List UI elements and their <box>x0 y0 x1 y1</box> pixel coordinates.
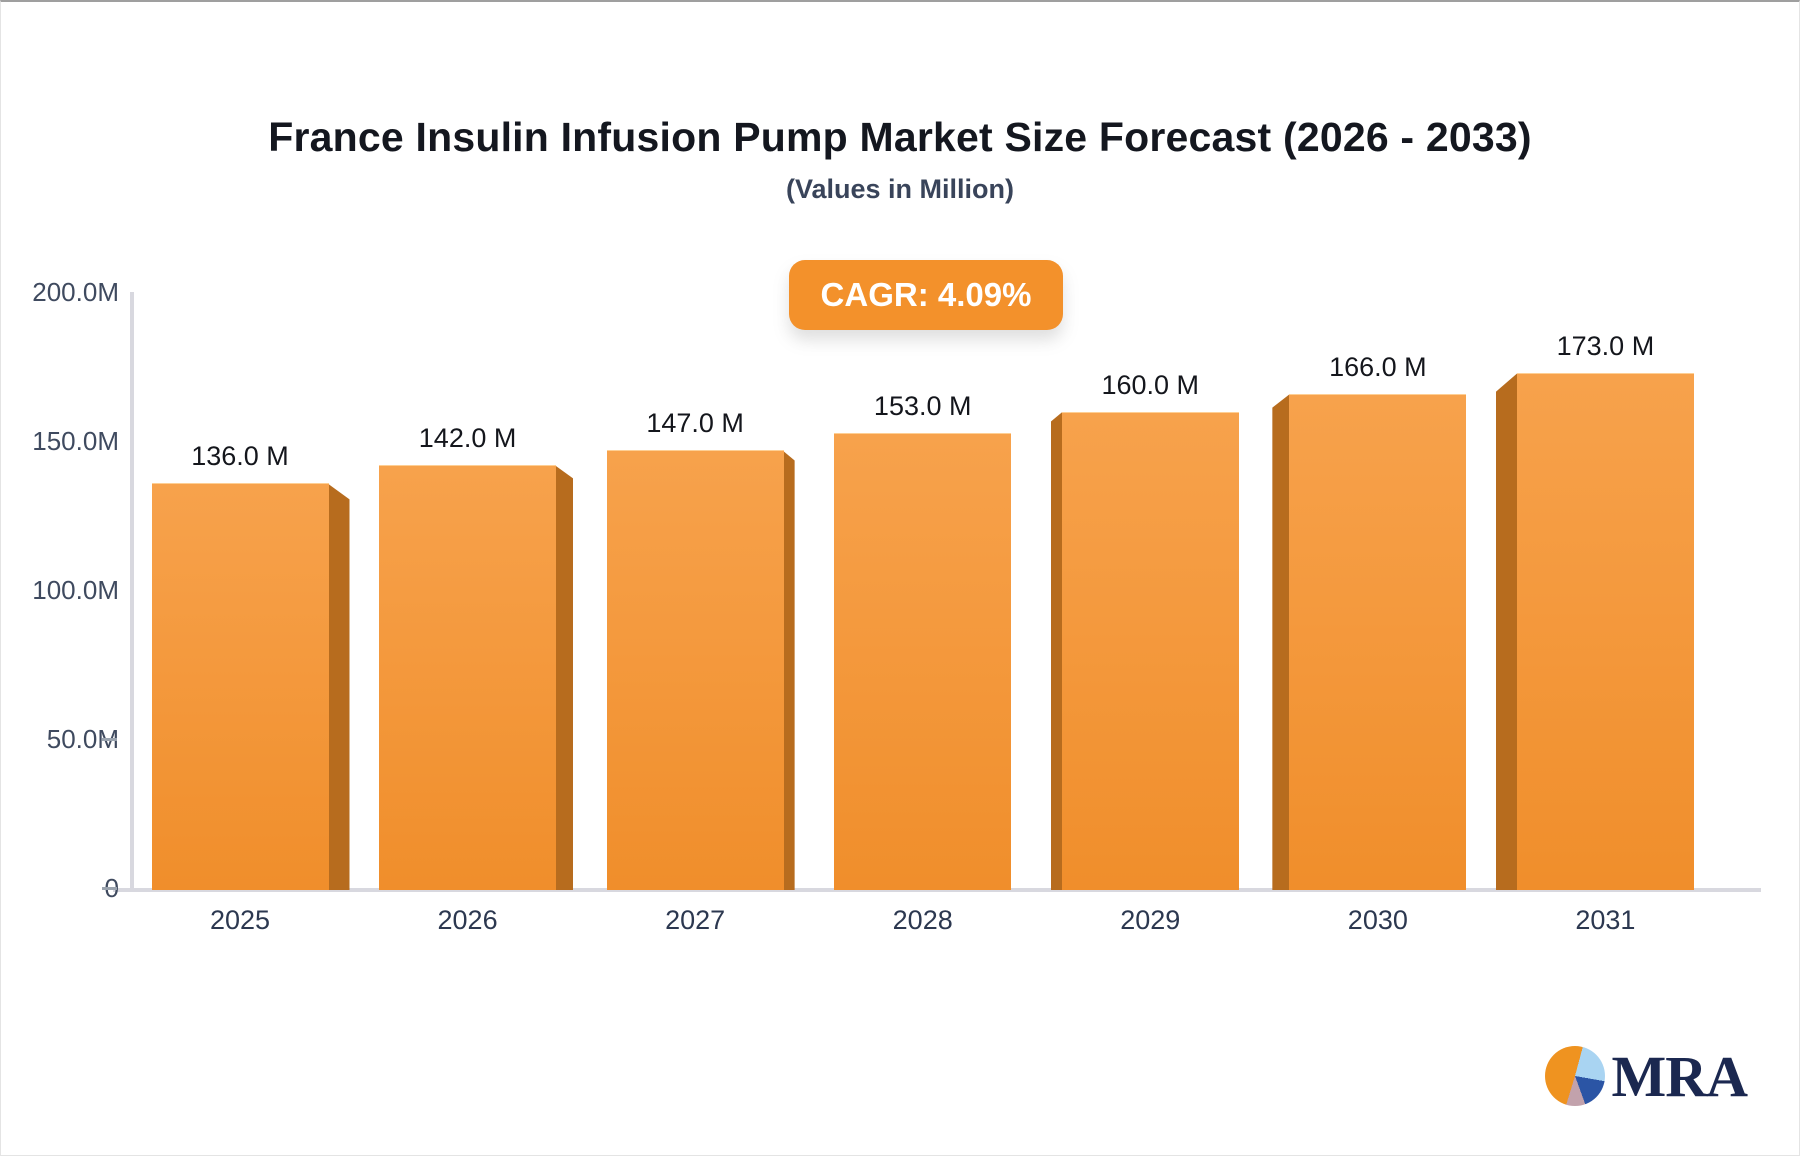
bar-value-label: 136.0 M <box>191 441 289 472</box>
bar-side-face <box>1272 393 1291 890</box>
bar-value-label: 142.0 M <box>418 423 517 454</box>
y-axis-line <box>130 292 134 890</box>
bar-side-face <box>1050 411 1063 890</box>
bar-value-label: 173.0 M <box>1556 330 1655 361</box>
bar-value-label: 166.0 M <box>1329 351 1427 382</box>
y-tick-label: 100.0M <box>32 575 119 605</box>
chart-title: France Insulin Infusion Pump Market Size… <box>268 114 1532 160</box>
x-tick-label: 2029 <box>1120 905 1181 935</box>
mra-logo-text: MRA <box>1611 1043 1748 1109</box>
bar-2028[interactable] <box>834 432 1012 890</box>
x-axis-line <box>113 888 1761 892</box>
y-tick-mark <box>102 738 117 741</box>
bar-2026[interactable] <box>379 465 557 890</box>
bar-side-face <box>327 483 350 890</box>
bar-value-label: 160.0 M <box>1101 369 1200 400</box>
x-tick-label: 2028 <box>892 905 953 935</box>
x-tick-label: 2031 <box>1575 905 1636 935</box>
bar-value-label: 153.0 M <box>873 390 972 421</box>
y-tick-label: 200.0M <box>32 277 119 307</box>
bar-2029[interactable] <box>1061 411 1239 890</box>
cagr-badge-text: CAGR: 4.09% <box>820 276 1032 313</box>
bar-side-face <box>1495 372 1518 890</box>
x-tick-label: 2027 <box>665 905 726 935</box>
y-tick-label: 150.0M <box>32 426 119 456</box>
bar-2030[interactable] <box>1289 393 1467 890</box>
bar-2025[interactable] <box>151 483 329 890</box>
bar-value-label: 147.0 M <box>646 408 744 439</box>
cagr-badge: CAGR: 4.09% <box>789 260 1063 330</box>
y-tick-mark <box>102 887 117 890</box>
mra-logo: MRA <box>1545 1040 1748 1112</box>
bar-2031[interactable] <box>1516 372 1694 890</box>
x-tick-label: 2030 <box>1347 905 1408 935</box>
bar-side-face <box>782 450 795 890</box>
mra-pie-chart-icon <box>1545 1046 1606 1106</box>
bar-side-face <box>555 465 574 890</box>
x-tick-label: 2026 <box>437 905 498 935</box>
chart-subtitle: (Values in Million) <box>785 174 1015 204</box>
x-tick-label: 2025 <box>209 905 271 935</box>
bar-2027[interactable] <box>606 450 784 890</box>
